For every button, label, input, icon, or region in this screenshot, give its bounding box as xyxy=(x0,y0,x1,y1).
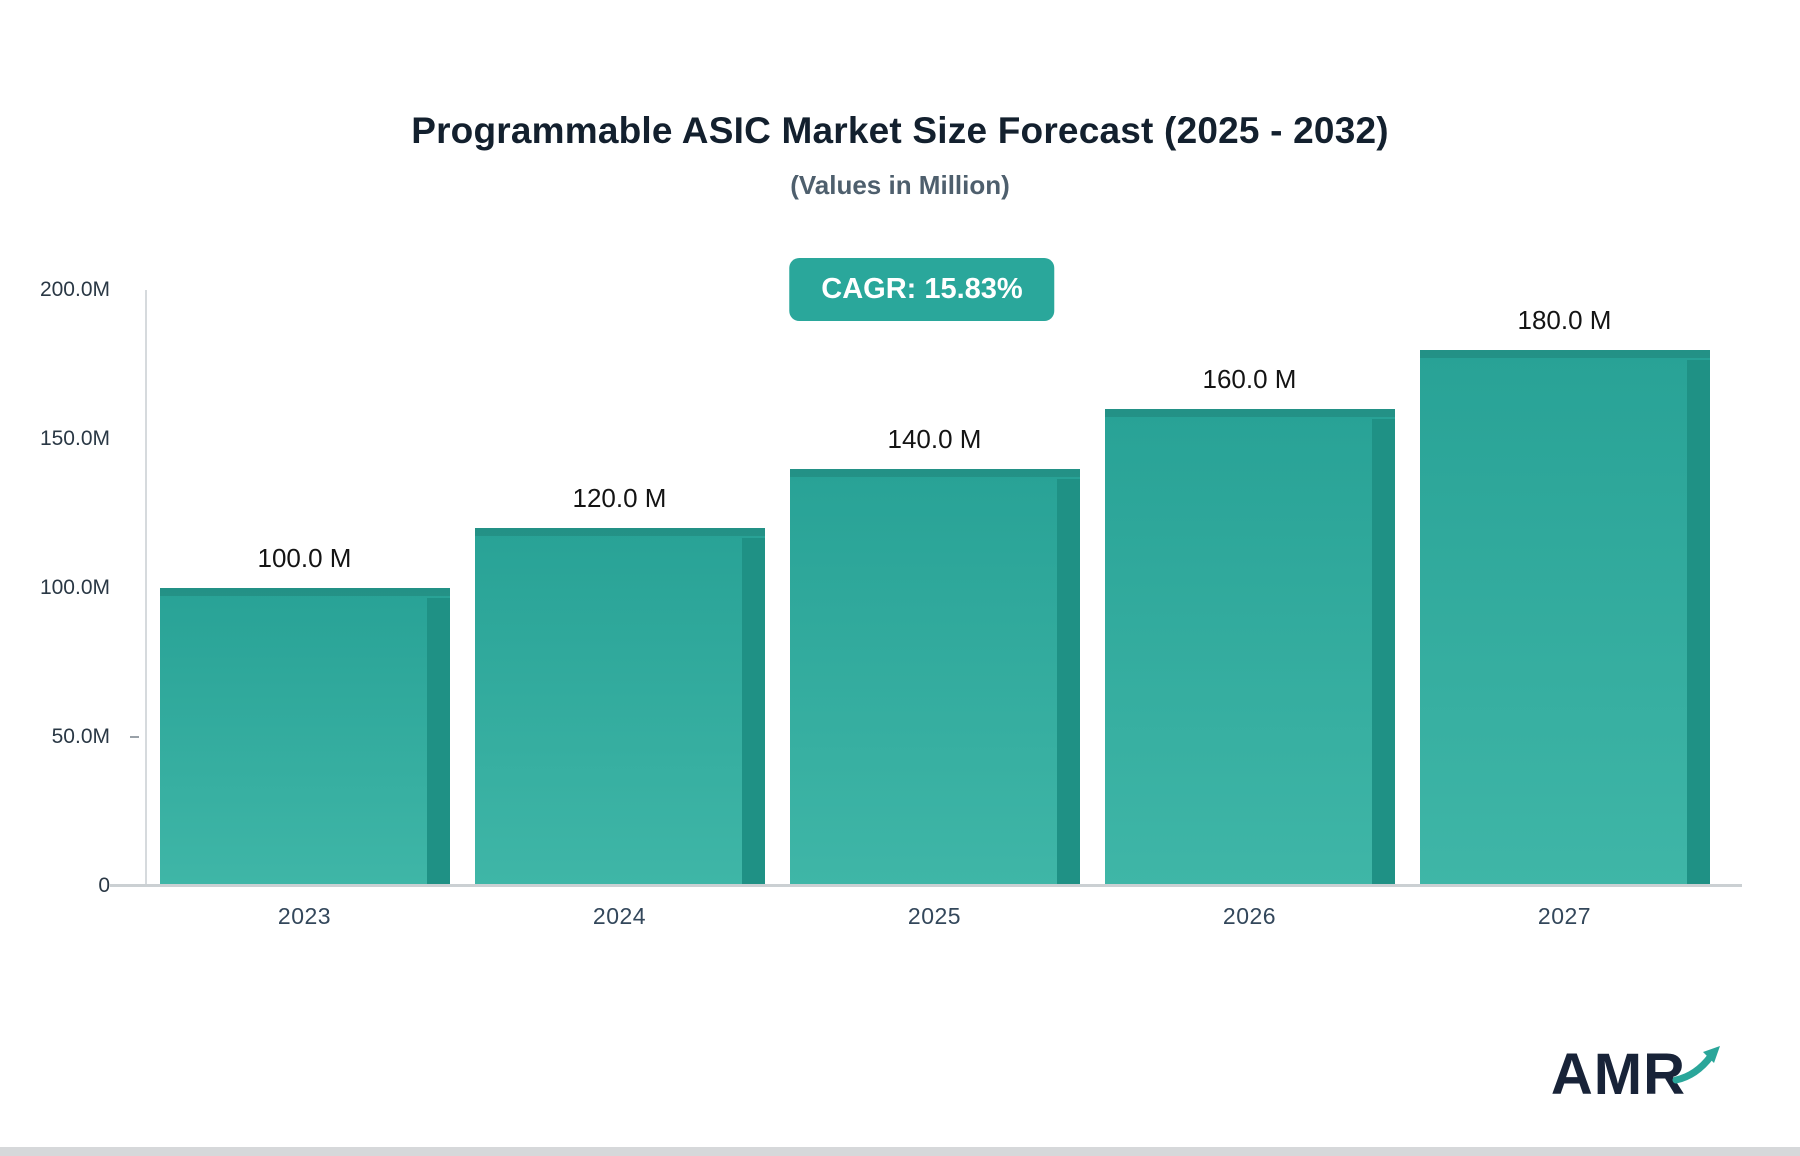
bar-group-2025: 140.0 M xyxy=(782,290,1087,887)
x-tick-label-2024: 2024 xyxy=(592,903,647,929)
amr-logo-text: AMR xyxy=(1550,1042,1686,1107)
bar-2027 xyxy=(1419,349,1710,887)
bar-group-2023: 100.0 M xyxy=(152,290,457,886)
x-tick-label-2025: 2025 xyxy=(907,903,962,929)
amr-logo-arrow-icon xyxy=(1672,1045,1720,1083)
x-axis-labels: 2023 2024 2025 2026 2027 xyxy=(147,903,1722,930)
bar-value-label: 180.0 M xyxy=(1517,304,1612,335)
y-tick-label: 50.0M xyxy=(51,725,110,748)
bar-group-2024: 120.0 M xyxy=(467,290,772,886)
x-axis-line xyxy=(110,884,1742,887)
x-tick-label-2026: 2026 xyxy=(1222,903,1277,929)
y-axis-line xyxy=(145,290,147,886)
plot-area: 200.0M 150.0M 100.0M 50.0M 0 100.0 M 120… xyxy=(0,278,1800,897)
chart-title: Programmable ASIC Market Size Forecast (… xyxy=(411,110,1389,151)
bar-2026 xyxy=(1104,409,1395,886)
y-tick-label: 100.0M xyxy=(39,576,110,599)
y-tick-mark xyxy=(130,736,139,738)
bar-2025 xyxy=(789,468,1080,887)
bar-value-label: 120.0 M xyxy=(572,483,667,514)
bar-value-label: 140.0 M xyxy=(887,423,982,454)
amr-logo: AMR xyxy=(1551,1041,1724,1108)
y-tick-label: 0 xyxy=(98,874,110,897)
chart-subtitle: (Values in Million) xyxy=(790,170,1010,200)
bar-group-2027: 180.0 M xyxy=(1412,290,1717,887)
x-tick-label-2027: 2027 xyxy=(1537,903,1592,929)
bar-2024 xyxy=(474,528,765,886)
y-tick-label: 200.0M xyxy=(39,278,110,301)
bar-group-2026: 160.0 M xyxy=(1097,290,1402,886)
bottom-strip xyxy=(0,1147,1800,1156)
bar-value-label: 100.0 M xyxy=(257,543,352,573)
bar-2023 xyxy=(159,588,450,886)
bar-value-label: 160.0 M xyxy=(1202,364,1297,395)
cagr-badge: CAGR: 15.83% xyxy=(789,258,1055,321)
x-tick-label-2023: 2023 xyxy=(277,903,332,929)
y-tick-label: 150.0M xyxy=(39,427,110,450)
y-axis-labels: 200.0M 150.0M 100.0M 50.0M 0 xyxy=(0,278,122,897)
bar-series: 100.0 M 120.0 M 140.0 M 160.0 M 180.0 M xyxy=(147,290,1722,887)
